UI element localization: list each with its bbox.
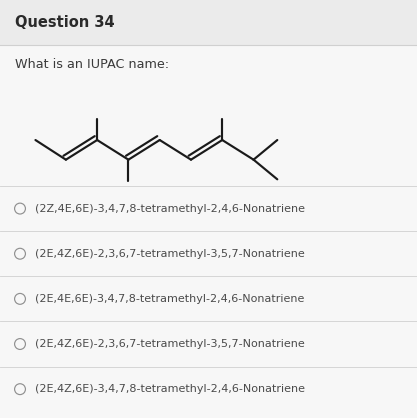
Text: Question 34: Question 34 (15, 15, 114, 30)
FancyBboxPatch shape (0, 0, 417, 45)
Text: (2E,4Z,6E)-2,3,6,7-tetramethyl-3,5,7-Nonatriene: (2E,4Z,6E)-2,3,6,7-tetramethyl-3,5,7-Non… (35, 339, 305, 349)
Text: (2Z,4E,6E)-3,4,7,8-tetramethyl-2,4,6-Nonatriene: (2Z,4E,6E)-3,4,7,8-tetramethyl-2,4,6-Non… (35, 204, 305, 214)
Text: What is an IUPAC name:: What is an IUPAC name: (15, 58, 169, 71)
Text: (2E,4Z,6E)-2,3,6,7-tetramethyl-3,5,7-Nonatriene: (2E,4Z,6E)-2,3,6,7-tetramethyl-3,5,7-Non… (35, 249, 305, 259)
Text: (2E,4Z,6E)-3,4,7,8-tetramethyl-2,4,6-Nonatriene: (2E,4Z,6E)-3,4,7,8-tetramethyl-2,4,6-Non… (35, 384, 305, 394)
Text: (2E,4E,6E)-3,4,7,8-tetramethyl-2,4,6-Nonatriene: (2E,4E,6E)-3,4,7,8-tetramethyl-2,4,6-Non… (35, 294, 305, 304)
